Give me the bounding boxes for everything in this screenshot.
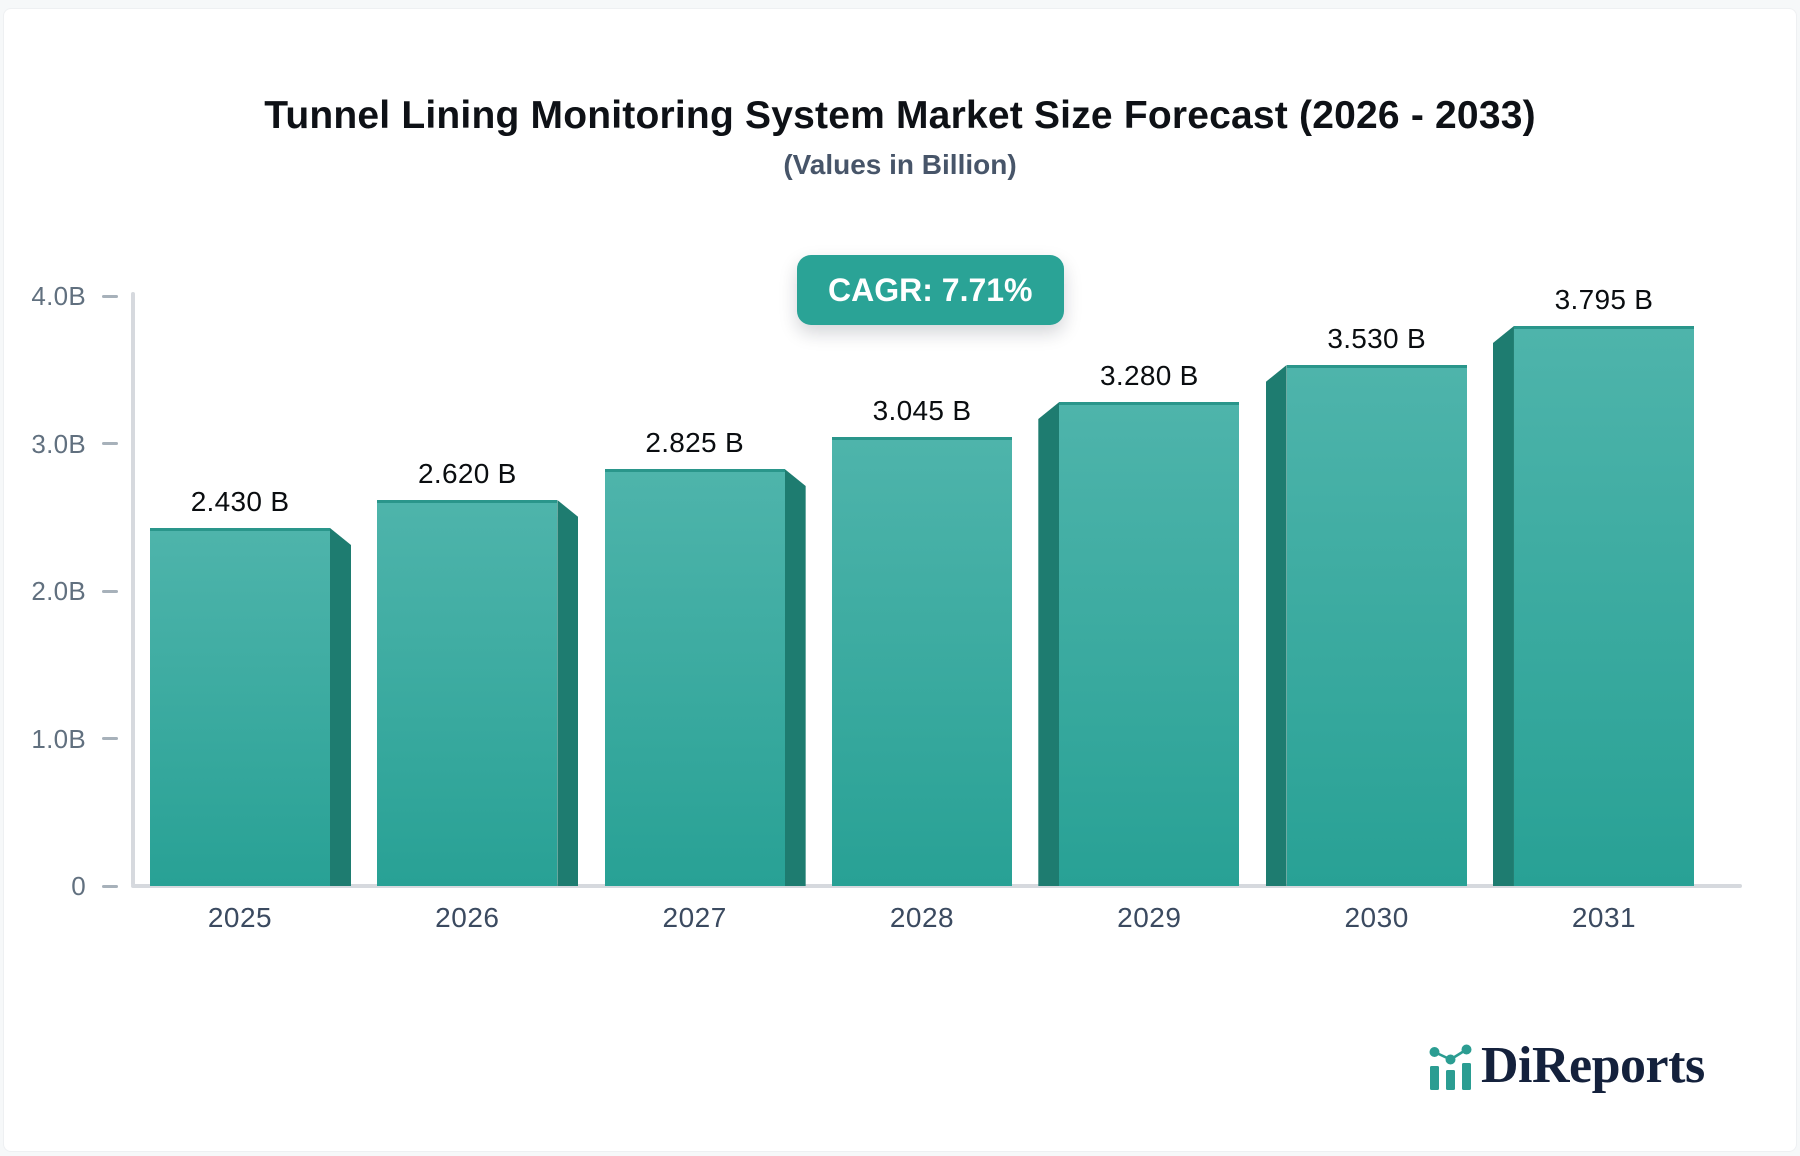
cagr-badge: CAGR: 7.71% (797, 255, 1064, 325)
bar (1286, 365, 1467, 886)
chart-title: Tunnel Lining Monitoring System Market S… (264, 94, 1536, 137)
x-axis-label: 2031 (1571, 902, 1637, 933)
mini-bar-line-chart-icon (1429, 1042, 1473, 1095)
bar-value-label: 2.430 B (190, 486, 290, 517)
y-axis-tick (102, 589, 118, 593)
bar (150, 528, 330, 886)
y-axis-tick (102, 442, 118, 445)
bar-side-face (1038, 402, 1060, 886)
x-axis-label: 2028 (889, 902, 955, 933)
bar-value-label: 3.280 B (1100, 360, 1199, 391)
bar (831, 437, 1012, 886)
y-axis-tick (102, 884, 118, 888)
bar-side-face (784, 469, 806, 886)
bar-side-face (1492, 326, 1514, 886)
bar-side-face (557, 500, 579, 886)
bar-value-label: 2.620 B (418, 458, 517, 489)
x-axis-label: 2025 (207, 902, 273, 933)
x-axis-label: 2030 (1344, 902, 1409, 933)
y-axis-tick-label: 0 (71, 871, 86, 901)
bar (604, 469, 785, 886)
bar-value-label: 3.530 B (1327, 323, 1426, 354)
bar (377, 500, 558, 886)
x-axis-label: 2026 (435, 902, 500, 933)
y-axis-tick-label: 1.0B (31, 723, 86, 754)
brand-logo-text: DiReports (1481, 1036, 1705, 1094)
bar-side-face (1265, 365, 1287, 886)
bar-value-label: 2.825 B (645, 427, 744, 458)
y-axis-line (131, 292, 135, 886)
y-axis-tick (102, 737, 118, 740)
x-axis-label: 2027 (662, 902, 727, 933)
x-axis-line (131, 884, 1742, 888)
x-axis-label: 2029 (1117, 902, 1182, 933)
bar-value-label: 3.795 B (1554, 284, 1654, 315)
chart-subtitle: (Values in Billion) (783, 149, 1017, 180)
bar-side-face (330, 528, 351, 886)
bar (1059, 402, 1240, 886)
y-axis-tick-label: 3.0B (31, 428, 86, 459)
y-axis-tick-label: 2.0B (31, 576, 86, 606)
y-axis-tick-label: 4.0B (31, 281, 86, 311)
brand-logo: DiReports (1429, 1036, 1705, 1095)
bar-value-label: 3.045 B (872, 395, 972, 426)
bar (1513, 326, 1694, 886)
y-axis-tick (102, 294, 118, 298)
